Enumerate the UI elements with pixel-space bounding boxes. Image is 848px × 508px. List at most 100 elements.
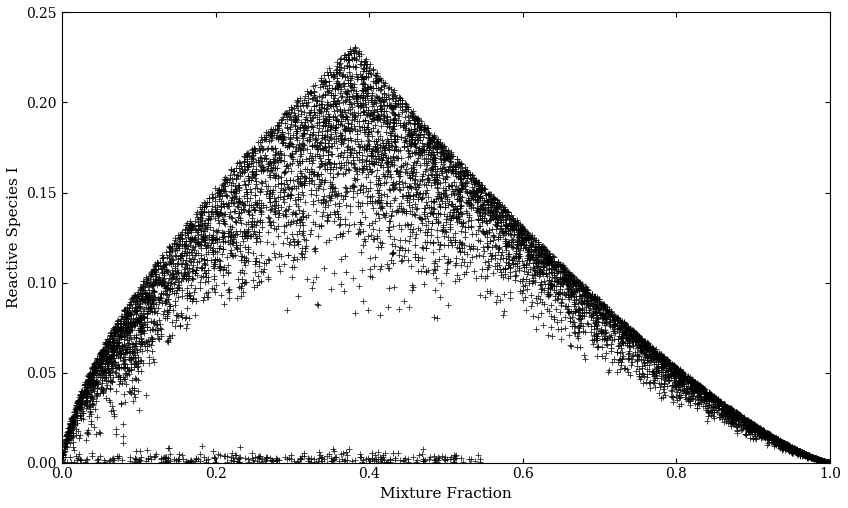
Point bbox=[551, 258, 565, 266]
Point bbox=[70, 416, 83, 424]
Point bbox=[622, 342, 636, 351]
Point bbox=[421, 171, 435, 179]
Point bbox=[367, 98, 381, 106]
Point bbox=[86, 386, 100, 394]
Point bbox=[816, 457, 829, 465]
Point bbox=[490, 197, 504, 205]
Point bbox=[464, 245, 477, 253]
Point bbox=[195, 264, 209, 272]
Point bbox=[561, 278, 574, 287]
Point bbox=[455, 184, 468, 193]
Point bbox=[165, 251, 178, 260]
Point bbox=[535, 285, 549, 293]
Point bbox=[221, 238, 235, 246]
Point bbox=[598, 329, 611, 337]
Point bbox=[401, 118, 415, 126]
Point bbox=[189, 266, 203, 274]
Point bbox=[86, 379, 100, 387]
Point bbox=[176, 292, 189, 300]
Point bbox=[142, 294, 155, 302]
Point bbox=[563, 275, 577, 283]
Point bbox=[306, 128, 320, 136]
Point bbox=[587, 332, 600, 340]
Point bbox=[805, 453, 818, 461]
Point bbox=[114, 400, 127, 408]
Point bbox=[506, 216, 520, 224]
Point bbox=[525, 252, 538, 261]
Point bbox=[359, 88, 372, 97]
Point bbox=[75, 392, 88, 400]
Point bbox=[103, 341, 117, 349]
Point bbox=[215, 202, 228, 210]
Point bbox=[611, 335, 625, 343]
Point bbox=[811, 455, 824, 463]
Point bbox=[784, 445, 798, 453]
Point bbox=[625, 333, 639, 341]
Point bbox=[782, 442, 795, 450]
Point bbox=[388, 99, 402, 107]
Point bbox=[300, 275, 314, 283]
Point bbox=[172, 274, 186, 282]
Point bbox=[728, 410, 741, 418]
Point bbox=[297, 181, 310, 189]
Point bbox=[122, 338, 136, 346]
Point bbox=[200, 198, 214, 206]
Point bbox=[664, 392, 678, 400]
Point bbox=[722, 413, 735, 421]
Point bbox=[257, 135, 271, 143]
Point bbox=[65, 416, 79, 424]
Point bbox=[785, 445, 799, 453]
Point bbox=[428, 154, 442, 163]
Point bbox=[579, 285, 593, 294]
Point bbox=[746, 423, 760, 431]
Point bbox=[365, 96, 379, 104]
Point bbox=[99, 338, 113, 346]
Point bbox=[147, 299, 160, 307]
Point bbox=[486, 208, 499, 216]
Point bbox=[769, 434, 783, 442]
Point bbox=[350, 188, 364, 197]
Point bbox=[787, 444, 801, 452]
Point bbox=[528, 267, 542, 275]
Point bbox=[431, 209, 444, 217]
Point bbox=[636, 378, 650, 387]
Point bbox=[662, 361, 676, 369]
Point bbox=[420, 142, 433, 150]
Point bbox=[360, 83, 374, 91]
Point bbox=[95, 356, 109, 364]
Point bbox=[110, 330, 124, 338]
Point bbox=[466, 176, 480, 184]
Point bbox=[565, 313, 578, 321]
Point bbox=[314, 100, 327, 108]
Point bbox=[341, 79, 354, 87]
Point bbox=[445, 163, 459, 171]
Point bbox=[126, 353, 140, 361]
Point bbox=[378, 143, 392, 151]
Point bbox=[296, 145, 310, 153]
Point bbox=[522, 243, 536, 251]
Point bbox=[444, 225, 457, 233]
Point bbox=[501, 259, 515, 267]
Point bbox=[680, 387, 694, 395]
Point bbox=[611, 314, 624, 322]
Point bbox=[517, 236, 531, 244]
Point bbox=[203, 212, 216, 220]
Point bbox=[649, 345, 662, 354]
Point bbox=[412, 144, 426, 152]
Point bbox=[519, 236, 533, 244]
Point bbox=[137, 282, 150, 290]
Point bbox=[240, 149, 254, 157]
Point bbox=[214, 209, 227, 217]
Point bbox=[434, 148, 448, 156]
Point bbox=[170, 240, 183, 248]
Point bbox=[597, 301, 611, 309]
Point bbox=[510, 217, 523, 226]
Point bbox=[510, 259, 524, 267]
Point bbox=[418, 456, 432, 464]
Point bbox=[694, 382, 707, 390]
Point bbox=[564, 271, 577, 279]
Point bbox=[480, 196, 494, 204]
Point bbox=[661, 362, 675, 370]
Point bbox=[350, 73, 364, 81]
Point bbox=[83, 392, 97, 400]
